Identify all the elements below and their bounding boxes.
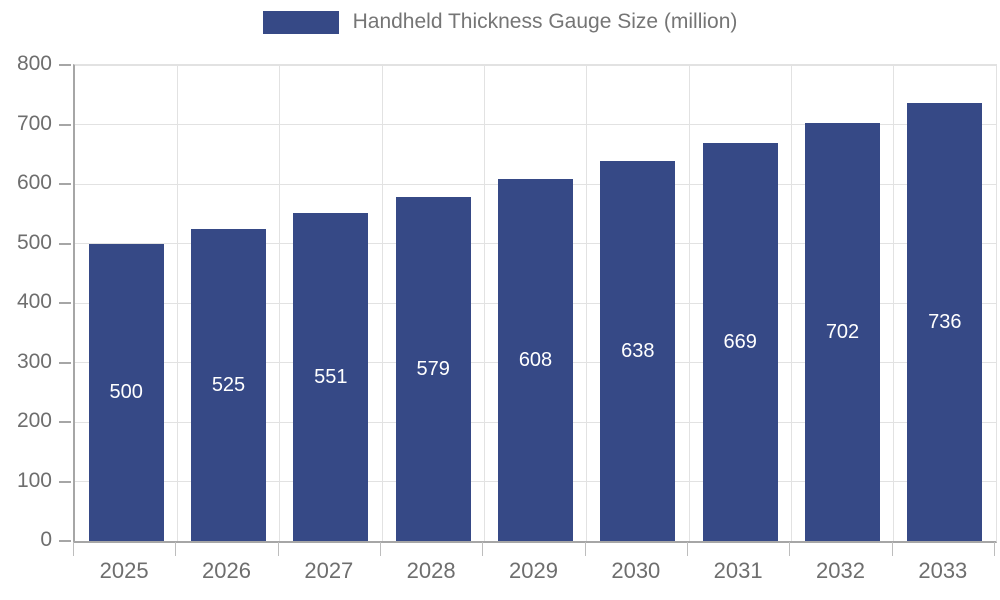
x-tick-label: 2025 xyxy=(99,558,149,583)
x-tick-label: 2031 xyxy=(713,558,763,583)
plot-area: 500 525 551 579 608 638 669 702 736 xyxy=(73,64,997,543)
bar xyxy=(600,161,676,541)
y-tick-mark xyxy=(59,64,71,66)
bar xyxy=(191,228,266,541)
x-gridline xyxy=(790,65,792,541)
y-tick-label: 100 xyxy=(16,468,52,492)
legend: Handheld Thickness Gauge Size (million) xyxy=(0,10,1000,34)
y-tick-label: 500 xyxy=(16,230,52,254)
x-tick-label: 2029 xyxy=(509,558,558,583)
bar xyxy=(293,213,369,541)
y-tick-mark xyxy=(59,480,71,483)
bar-value-label: 551 xyxy=(314,366,348,389)
bar xyxy=(907,103,983,541)
y-tick-mark xyxy=(59,540,71,542)
bar-value-label: 702 xyxy=(825,321,860,344)
y-tick-label: 0 xyxy=(40,528,52,551)
x-tick-mark xyxy=(994,542,995,556)
bar-value-label: 669 xyxy=(723,330,757,353)
x-gridline xyxy=(176,65,178,541)
y-tick-mark xyxy=(59,361,71,364)
y-tick-mark xyxy=(59,123,71,126)
legend-label: Handheld Thickness Gauge Size (million) xyxy=(352,10,738,33)
legend-swatch xyxy=(262,10,339,34)
bar xyxy=(88,243,164,541)
x-tick-mark xyxy=(891,542,893,556)
bar xyxy=(805,123,880,541)
bar-value-label: 736 xyxy=(928,311,962,334)
x-tick-label: 2027 xyxy=(304,558,354,583)
x-gridline xyxy=(483,65,485,541)
x-tick-mark xyxy=(73,542,74,556)
x-tick-label: 2028 xyxy=(406,558,456,583)
y-tick-label: 600 xyxy=(16,171,52,194)
x-tick-mark xyxy=(584,542,586,556)
x-tick-mark xyxy=(687,542,688,556)
x-gridline xyxy=(893,65,895,541)
y-tick-label: 400 xyxy=(16,290,52,313)
x-gridline xyxy=(279,65,281,541)
x-gridline xyxy=(688,65,690,541)
y-tick-label: 300 xyxy=(16,349,52,373)
x-tick-label: 2032 xyxy=(816,558,865,583)
x-tick-label: 2026 xyxy=(202,558,251,583)
x-tick-mark xyxy=(277,542,279,556)
y-tick-label: 200 xyxy=(16,409,52,432)
bar xyxy=(395,196,471,541)
bar-value-label: 525 xyxy=(211,373,246,396)
bar-value-label: 608 xyxy=(518,349,553,372)
x-gridline xyxy=(381,65,383,541)
bar-value-label: 579 xyxy=(416,357,450,380)
bar-value-label: 638 xyxy=(621,340,655,363)
bar xyxy=(498,179,573,541)
x-tick-label: 2033 xyxy=(918,558,968,583)
x-tick-mark xyxy=(380,542,381,556)
y-gridline xyxy=(75,124,996,125)
x-gridline xyxy=(586,65,588,541)
y-tick-label: 800 xyxy=(16,52,52,75)
y-gridline xyxy=(75,64,996,66)
y-tick-mark xyxy=(59,242,71,245)
x-tick-label: 2030 xyxy=(611,558,661,583)
y-tick-label: 700 xyxy=(16,111,52,135)
x-tick-mark xyxy=(175,542,177,556)
y-tick-mark xyxy=(59,421,71,423)
bar xyxy=(702,142,778,541)
bar-value-label: 500 xyxy=(109,381,143,404)
y-tick-mark xyxy=(59,183,71,185)
x-tick-mark xyxy=(482,542,484,556)
x-tick-mark xyxy=(789,542,791,556)
y-tick-mark xyxy=(59,302,71,304)
